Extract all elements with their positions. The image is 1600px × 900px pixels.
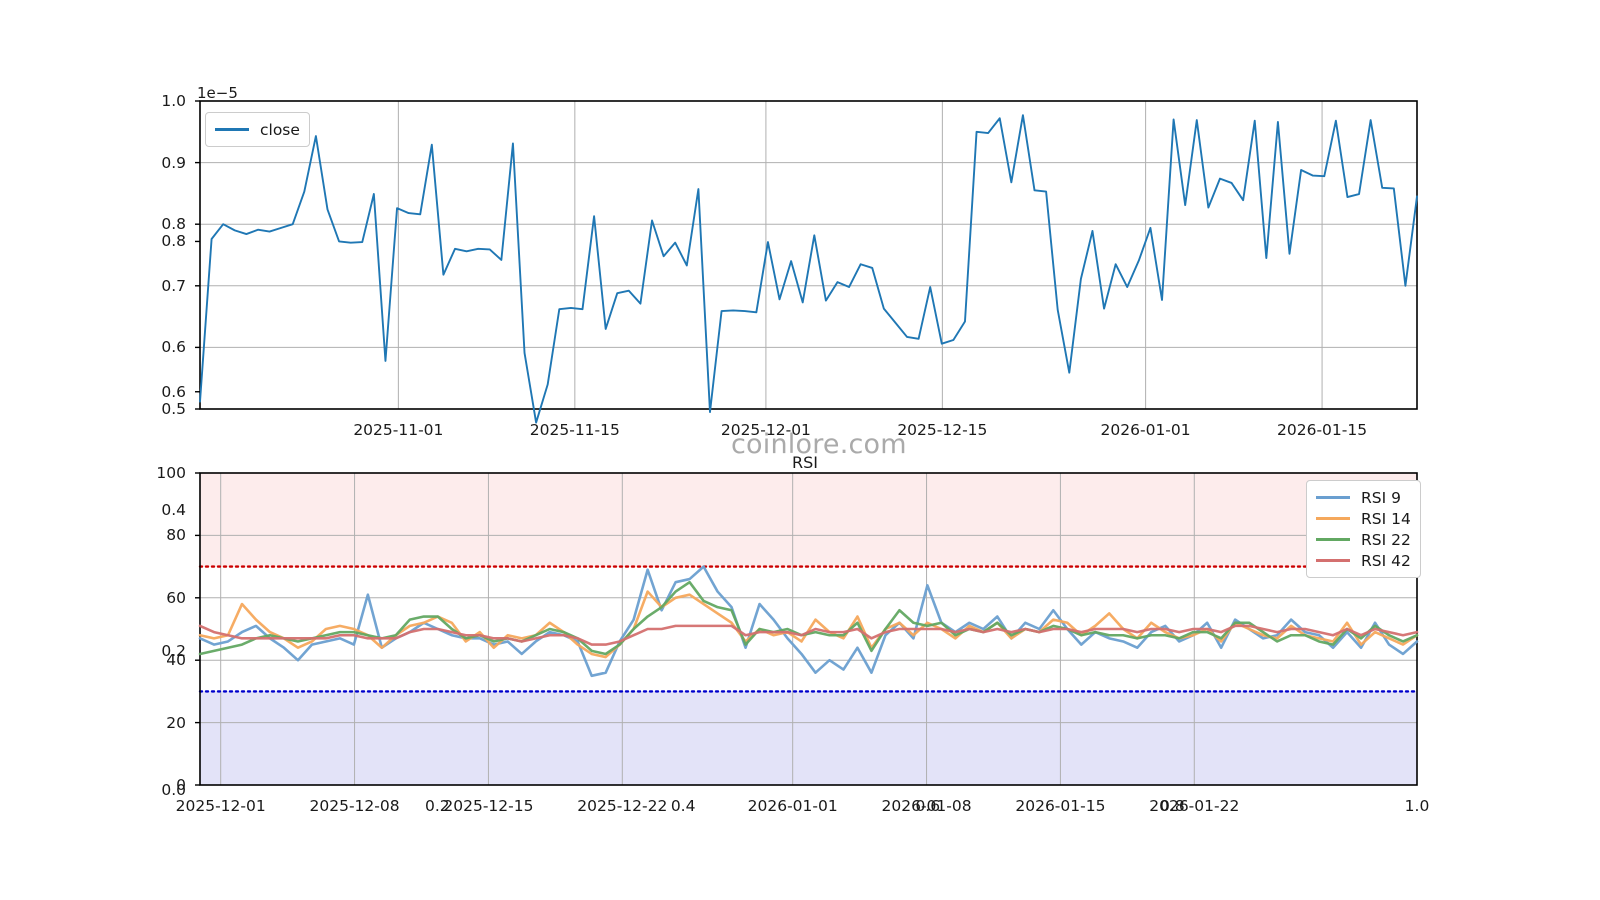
legend-color-swatch — [1316, 517, 1350, 520]
legend-color-swatch — [215, 128, 249, 131]
rsi-chart-panel — [0, 455, 1600, 900]
rsi-legend-item[interactable]: RSI 9 — [1316, 487, 1411, 508]
legend-label: RSI 9 — [1361, 488, 1401, 507]
legend-color-swatch — [1316, 559, 1350, 562]
rsi-legend-item[interactable]: RSI 42 — [1316, 550, 1411, 571]
coinlore-watermark: coinlore.com — [731, 429, 907, 460]
price-axis-offset-text: 1e−5 — [197, 84, 238, 102]
legend-color-swatch — [1316, 496, 1350, 499]
rsi-chart-title: RSI — [792, 453, 818, 472]
rsi-legend-item[interactable]: RSI 22 — [1316, 529, 1411, 550]
legend-label: RSI 14 — [1361, 509, 1411, 528]
legend-color-swatch — [1316, 538, 1350, 541]
legend-label: close — [260, 120, 300, 139]
rsi-legend[interactable]: RSI 9 RSI 14 RSI 22 RSI 42 — [1306, 480, 1421, 578]
rsi-legend-item[interactable]: RSI 14 — [1316, 508, 1411, 529]
price-chart-panel — [195, 100, 1418, 424]
price-legend[interactable]: close — [205, 112, 310, 147]
price-legend-item[interactable]: close — [215, 119, 300, 140]
rsi-chart-svg — [195, 472, 1419, 786]
legend-label: RSI 42 — [1361, 551, 1411, 570]
price-chart-svg — [195, 100, 1418, 424]
legend-label: RSI 22 — [1361, 530, 1411, 549]
